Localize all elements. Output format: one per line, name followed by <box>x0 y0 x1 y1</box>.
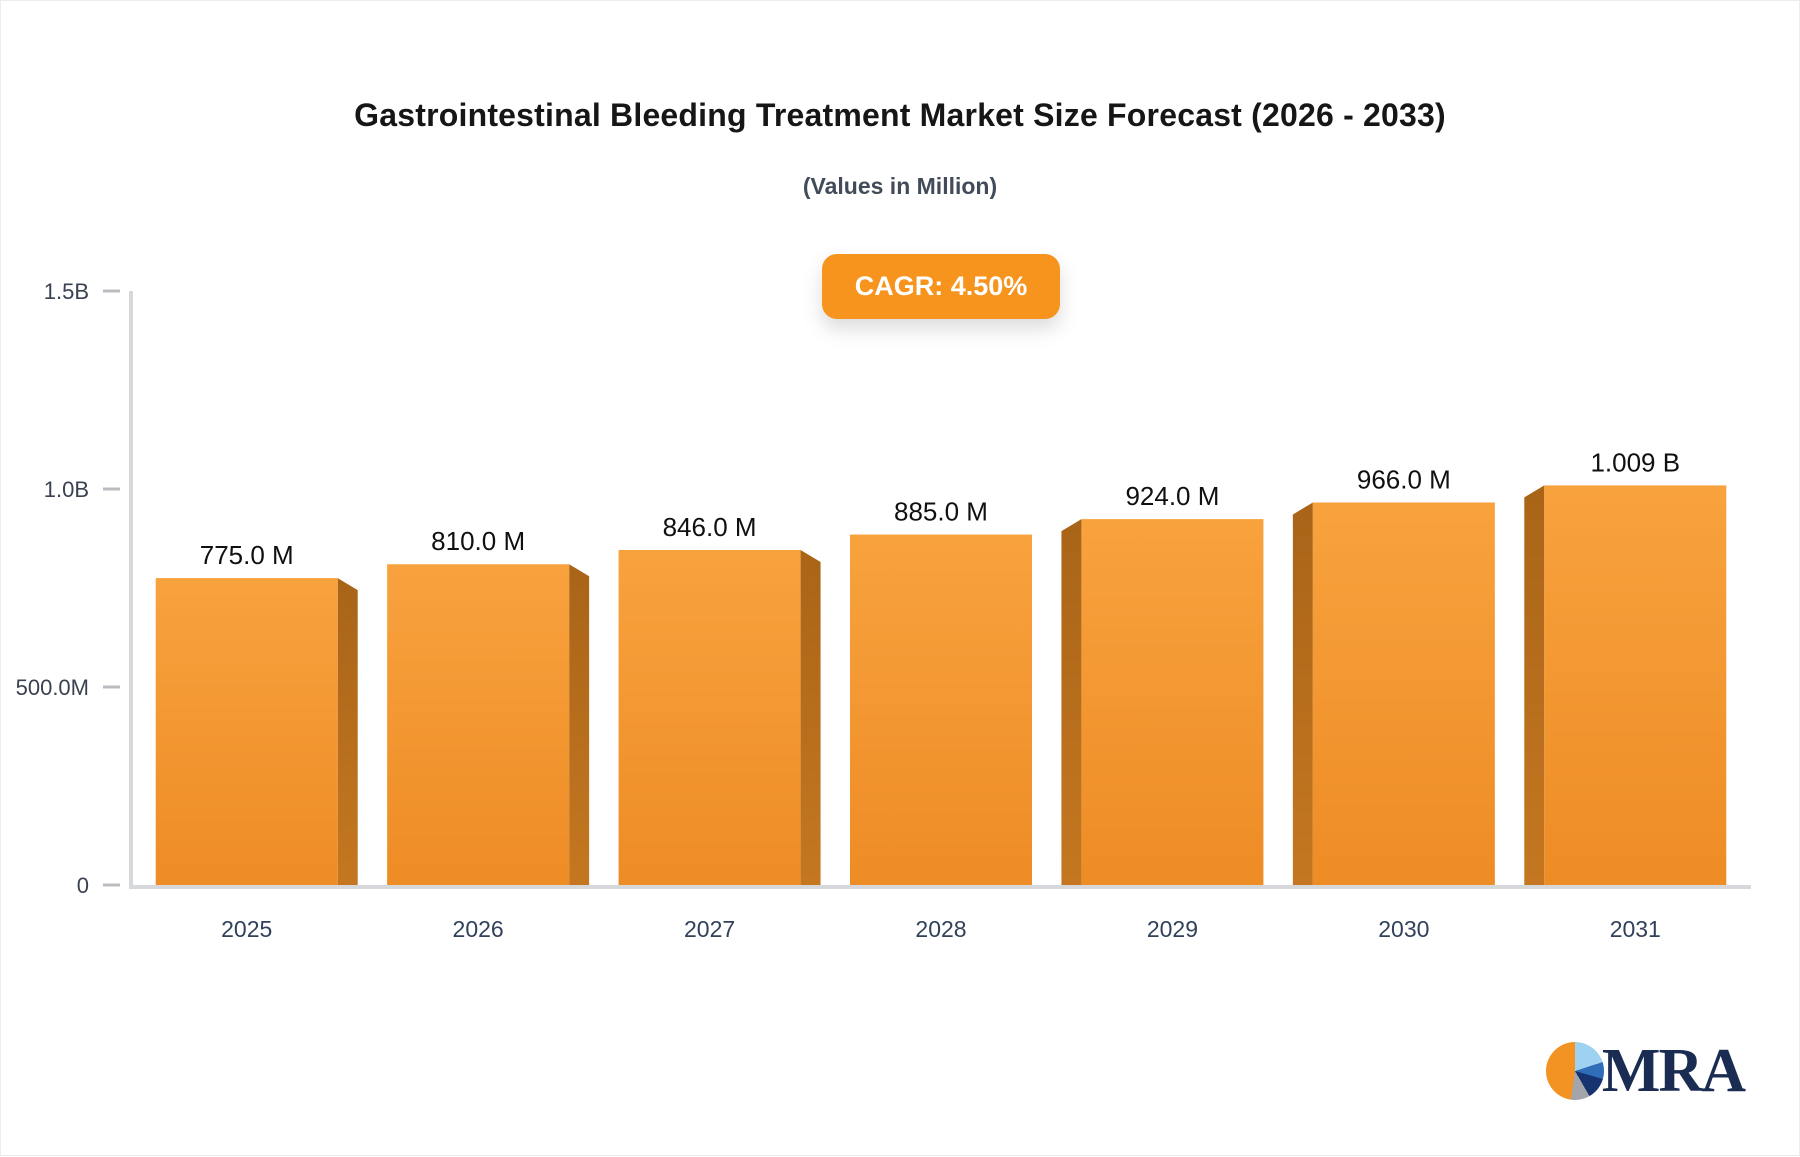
y-axis-tick-label: 1.5B <box>44 279 89 304</box>
pie-chart-logo-icon <box>1545 1042 1604 1100</box>
bar-group-2027: 846.0 M 2027 <box>618 512 821 942</box>
bar[interactable] <box>155 578 338 885</box>
bar-group-2026: 810.0 M 2026 <box>387 526 590 942</box>
chart-subtitle: (Values in Million) <box>802 173 998 199</box>
bar-group-2029: 924.0 M 2029 <box>1061 481 1264 942</box>
bar[interactable] <box>1081 519 1264 885</box>
bar-group-2025: 775.0 M 2025 <box>155 540 358 942</box>
cagr-badge-container: CAGR: 4.50% <box>131 254 1751 319</box>
mra-logo: MRA <box>1545 1037 1746 1105</box>
bar-side-face <box>569 564 590 885</box>
bar[interactable] <box>387 564 570 885</box>
x-axis-label: 2030 <box>1378 916 1429 942</box>
bar-group-2028: 885.0 M 2028 <box>850 497 1032 942</box>
bar[interactable] <box>1544 485 1727 885</box>
x-axis-label: 2026 <box>453 916 504 942</box>
bar-value-label: 810.0 M <box>431 526 525 556</box>
x-axis-label: 2027 <box>684 916 735 942</box>
y-axis-tick-label: 0 <box>77 873 89 898</box>
bar[interactable] <box>1312 502 1495 885</box>
bar-value-label: 775.0 M <box>200 540 294 570</box>
x-axis-label: 2028 <box>915 916 966 942</box>
bar-value-label: 885.0 M <box>894 497 988 527</box>
bar[interactable] <box>618 549 801 885</box>
bar-side-face <box>1292 502 1313 885</box>
bar-side-face <box>800 549 821 885</box>
y-axis-tick-label: 500.0M <box>16 675 89 700</box>
bar[interactable] <box>850 534 1032 885</box>
x-axis-label: 2025 <box>221 916 272 942</box>
bar-value-label: 924.0 M <box>1125 481 1219 511</box>
bar-value-label: 1.009 B <box>1590 447 1680 477</box>
x-axis-label: 2029 <box>1147 916 1198 942</box>
y-axis-tick-label: 1.0B <box>44 477 89 502</box>
bar-group-2031: 1.009 B 2031 <box>1524 447 1727 942</box>
bar-value-label: 846.0 M <box>663 512 757 542</box>
bar-group-2030: 966.0 M 2030 <box>1292 464 1495 942</box>
bar-side-face <box>1061 519 1082 885</box>
cagr-badge: CAGR: 4.50% <box>821 254 1061 319</box>
y-axis-line <box>129 291 133 889</box>
chart-title: Gastrointestinal Bleeding Treatment Mark… <box>354 97 1446 133</box>
bar-value-label: 966.0 M <box>1357 464 1451 494</box>
bar-side-face <box>1524 485 1545 885</box>
bar-side-face <box>337 578 358 885</box>
mra-logo-text: MRA <box>1601 1037 1746 1105</box>
x-axis-label: 2031 <box>1610 916 1661 942</box>
x-axis-line <box>129 885 1751 889</box>
